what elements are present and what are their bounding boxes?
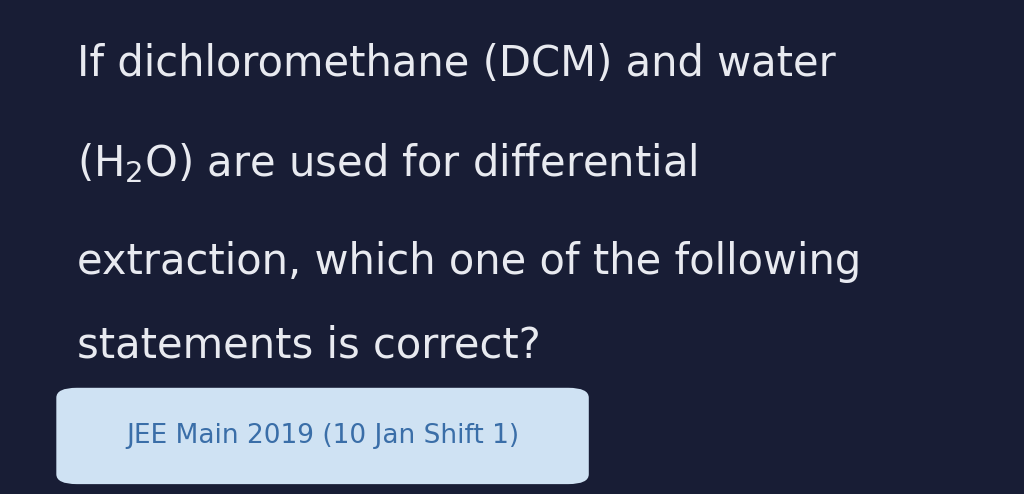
FancyBboxPatch shape <box>56 388 589 484</box>
Text: JEE Main 2019 (10 Jan Shift 1): JEE Main 2019 (10 Jan Shift 1) <box>126 423 519 449</box>
Text: If dichloromethane (DCM) and water: If dichloromethane (DCM) and water <box>77 43 836 85</box>
Text: extraction, which one of the following: extraction, which one of the following <box>77 241 861 283</box>
Text: statements is correct?: statements is correct? <box>77 325 541 367</box>
Text: $\mathregular{(H_2O)}$ are used for differential: $\mathregular{(H_2O)}$ are used for diff… <box>77 141 697 185</box>
